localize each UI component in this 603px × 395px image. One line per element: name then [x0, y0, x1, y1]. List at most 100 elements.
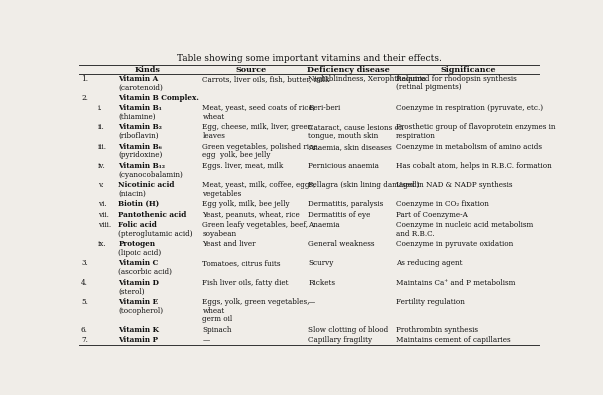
Text: Nightblindness, Xerophthalamia: Nightblindness, Xerophthalamia — [308, 75, 426, 83]
Text: Vitamin A: Vitamin A — [118, 75, 159, 83]
Text: —: — — [203, 336, 210, 344]
Text: Has cobalt atom, helps in R.B.C. formation: Has cobalt atom, helps in R.B.C. formati… — [396, 162, 552, 170]
Text: Meat, yeast, milk, coffee, eggs,: Meat, yeast, milk, coffee, eggs, — [203, 181, 316, 189]
Text: (lipoic acid): (lipoic acid) — [118, 249, 162, 257]
Text: Maintains Ca⁺ and P metabolism: Maintains Ca⁺ and P metabolism — [396, 278, 516, 287]
Text: Coenzyme in pyruvate oxidation: Coenzyme in pyruvate oxidation — [396, 240, 513, 248]
Text: (tocopherol): (tocopherol) — [118, 307, 163, 315]
Text: Cataract, cause lesions on: Cataract, cause lesions on — [308, 124, 403, 132]
Text: Fertility regulation: Fertility regulation — [396, 298, 465, 306]
Text: Egg yolk, milk, bee jelly: Egg yolk, milk, bee jelly — [203, 200, 290, 208]
Text: (thiamine): (thiamine) — [118, 113, 156, 121]
Text: Dermatitis of eye: Dermatitis of eye — [308, 211, 370, 219]
Text: Table showing some important vitamins and their effects.: Table showing some important vitamins an… — [177, 54, 441, 63]
Text: leaves: leaves — [203, 132, 226, 140]
Text: (carotenoid): (carotenoid) — [118, 83, 163, 92]
Text: Deficiency disease: Deficiency disease — [308, 66, 390, 73]
Text: 7.: 7. — [81, 336, 88, 344]
Text: Fish liver oils, fatty diet: Fish liver oils, fatty diet — [203, 278, 289, 287]
Text: Vitamin D: Vitamin D — [118, 278, 159, 287]
Text: wheat: wheat — [203, 113, 225, 121]
Text: Required for rhodopsin synthesis: Required for rhodopsin synthesis — [396, 75, 517, 83]
Text: and R.B.C.: and R.B.C. — [396, 230, 435, 238]
Text: As reducing agent: As reducing agent — [396, 260, 463, 267]
Text: Used in NAD & NADP synthesis: Used in NAD & NADP synthesis — [396, 181, 513, 189]
Text: vi.: vi. — [98, 200, 107, 208]
Text: Protogen: Protogen — [118, 240, 156, 248]
Text: ii.: ii. — [98, 124, 104, 132]
Text: Pernicious anaemia: Pernicious anaemia — [308, 162, 379, 170]
Text: Pellagra (skin lining damaged): Pellagra (skin lining damaged) — [308, 181, 420, 189]
Text: Vitamin B₁₂: Vitamin B₁₂ — [118, 162, 165, 170]
Text: tongue, mouth skin: tongue, mouth skin — [308, 132, 378, 140]
Text: Eggs. liver, meat, milk: Eggs. liver, meat, milk — [203, 162, 284, 170]
Text: Coenzyme in CO₂ fixation: Coenzyme in CO₂ fixation — [396, 200, 489, 208]
Text: vegetables: vegetables — [203, 190, 242, 198]
Text: ix.: ix. — [98, 240, 107, 248]
Text: Eggs, yolk, green vegetables,: Eggs, yolk, green vegetables, — [203, 298, 310, 306]
Text: viii.: viii. — [98, 221, 111, 229]
Text: Rickets: Rickets — [308, 278, 335, 287]
Text: Carrots, liver oils, fish, butter, milk: Carrots, liver oils, fish, butter, milk — [203, 75, 330, 83]
Text: 1.: 1. — [81, 75, 88, 83]
Text: Egg, cheese, milk, liver, green: Egg, cheese, milk, liver, green — [203, 124, 313, 132]
Text: —: — — [308, 298, 315, 306]
Text: Beri-beri: Beri-beri — [308, 104, 340, 112]
Text: Scurvy: Scurvy — [308, 260, 333, 267]
Text: Spinach: Spinach — [203, 326, 232, 334]
Text: Folic acid: Folic acid — [118, 221, 157, 229]
Text: Pantothenic acid: Pantothenic acid — [118, 211, 187, 219]
Text: Meat, yeast, seed coats of rice,: Meat, yeast, seed coats of rice, — [203, 104, 315, 112]
Text: Kinds: Kinds — [135, 66, 161, 73]
Text: vii.: vii. — [98, 211, 109, 219]
Text: (sterol): (sterol) — [118, 288, 145, 295]
Text: wheat: wheat — [203, 307, 225, 315]
Text: (pteroglutamic acid): (pteroglutamic acid) — [118, 230, 193, 238]
Text: germ oil: germ oil — [203, 316, 233, 324]
Text: Green leafy vegetables, beef,: Green leafy vegetables, beef, — [203, 221, 309, 229]
Text: Significance: Significance — [440, 66, 496, 73]
Text: Part of Coenzyme-A: Part of Coenzyme-A — [396, 211, 468, 219]
Text: iv.: iv. — [98, 162, 106, 170]
Text: Anaemia, skin diseases: Anaemia, skin diseases — [308, 143, 392, 150]
Text: Vitamin K: Vitamin K — [118, 326, 159, 334]
Text: General weakness: General weakness — [308, 240, 374, 248]
Text: Vitamin B₁: Vitamin B₁ — [118, 104, 162, 112]
Text: Vitamin C: Vitamin C — [118, 260, 159, 267]
Text: Dermatitis, paralysis: Dermatitis, paralysis — [308, 200, 384, 208]
Text: Vitamin B₂: Vitamin B₂ — [118, 124, 162, 132]
Text: v.: v. — [98, 181, 103, 189]
Text: soyabean: soyabean — [203, 230, 236, 238]
Text: 4.: 4. — [81, 278, 88, 287]
Text: Vitamin B Complex.: Vitamin B Complex. — [118, 94, 199, 102]
Text: Tomatoes, citrus fuits: Tomatoes, citrus fuits — [203, 260, 281, 267]
Text: Vitamin E: Vitamin E — [118, 298, 159, 306]
Text: Slow clotting of blood: Slow clotting of blood — [308, 326, 388, 334]
Text: iii.: iii. — [98, 143, 107, 150]
Text: egg  yolk, bee jelly: egg yolk, bee jelly — [203, 151, 271, 160]
Text: Yeast, peanuts, wheat, rice: Yeast, peanuts, wheat, rice — [203, 211, 300, 219]
Text: Coenzyme in respiration (pyruvate, etc.): Coenzyme in respiration (pyruvate, etc.) — [396, 104, 543, 112]
Text: Capillary fragility: Capillary fragility — [308, 336, 372, 344]
Text: (riboflavin): (riboflavin) — [118, 132, 159, 140]
Text: respiration: respiration — [396, 132, 436, 140]
Text: Nicotinic acid: Nicotinic acid — [118, 181, 175, 189]
Text: Yeast and liver: Yeast and liver — [203, 240, 256, 248]
Text: Coenzyme in metabolism of amino acids: Coenzyme in metabolism of amino acids — [396, 143, 542, 150]
Text: 2.: 2. — [81, 94, 88, 102]
Text: (pyridoxine): (pyridoxine) — [118, 151, 163, 160]
Text: Anaemia: Anaemia — [308, 221, 339, 229]
Text: 3.: 3. — [81, 260, 87, 267]
Text: Vitamin P: Vitamin P — [118, 336, 159, 344]
Text: (retinal pigments): (retinal pigments) — [396, 83, 461, 92]
Text: (cyanocobalamin): (cyanocobalamin) — [118, 171, 183, 179]
Text: Maintains cement of capillaries: Maintains cement of capillaries — [396, 336, 511, 344]
Text: Source: Source — [235, 66, 266, 73]
Text: Coenzyme in nucleic acid metabolism: Coenzyme in nucleic acid metabolism — [396, 221, 533, 229]
Text: Biotin (H): Biotin (H) — [118, 200, 160, 208]
Text: (niacin): (niacin) — [118, 190, 147, 198]
Text: 6.: 6. — [81, 326, 88, 334]
Text: (ascorbic acid): (ascorbic acid) — [118, 268, 172, 276]
Text: Prothrombin synthesis: Prothrombin synthesis — [396, 326, 478, 334]
Text: i.: i. — [98, 104, 103, 112]
